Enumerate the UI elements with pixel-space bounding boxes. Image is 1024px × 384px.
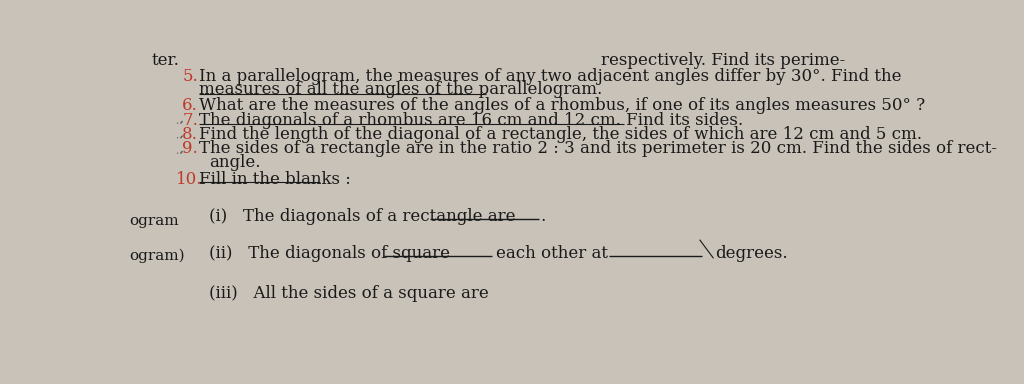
Text: degrees.: degrees. [716, 245, 788, 262]
Text: each other at: each other at [496, 245, 608, 262]
Text: (iii)   All the sides of a square are: (iii) All the sides of a square are [209, 285, 489, 302]
Text: What are the measures of the angles of a rhombus, if one of its angles measures : What are the measures of the angles of a… [200, 97, 926, 114]
Text: (i)   The diagonals of a rectangle are: (i) The diagonals of a rectangle are [209, 208, 516, 225]
Text: angle.: angle. [209, 154, 261, 171]
Text: Find the length of the diagonal of a rectangle, the sides of which are 12 cm and: Find the length of the diagonal of a rec… [200, 126, 923, 143]
Text: .: . [541, 208, 546, 225]
Text: ogram): ogram) [130, 248, 185, 263]
Text: (ii)   The diagonals of square: (ii) The diagonals of square [209, 245, 451, 262]
Text: 5.: 5. [182, 68, 198, 84]
Text: In a parallelogram, the measures of any two adjacent angles differ by 30°. Find : In a parallelogram, the measures of any … [200, 68, 902, 84]
Text: The diagonals of a rhombus are 16 cm and 12 cm. Find its sides.: The diagonals of a rhombus are 16 cm and… [200, 111, 743, 129]
Text: respectively. Find its perime-: respectively. Find its perime- [601, 52, 845, 69]
Text: ter.: ter. [152, 52, 179, 69]
Text: measures of all the angles of the parallelogram.: measures of all the angles of the parall… [200, 81, 602, 99]
Text: 7.: 7. [182, 111, 198, 129]
Text: 10.: 10. [176, 171, 203, 188]
Text: 9.: 9. [182, 140, 198, 157]
Text: 8.: 8. [182, 126, 198, 143]
Text: ogram: ogram [130, 214, 179, 228]
Text: 6.: 6. [182, 97, 198, 114]
Text: Fill in the blanks :: Fill in the blanks : [200, 171, 351, 188]
Text: The sides of a rectangle are in the ratio 2 : 3 and its perimeter is 20 cm. Find: The sides of a rectangle are in the rati… [200, 140, 997, 157]
